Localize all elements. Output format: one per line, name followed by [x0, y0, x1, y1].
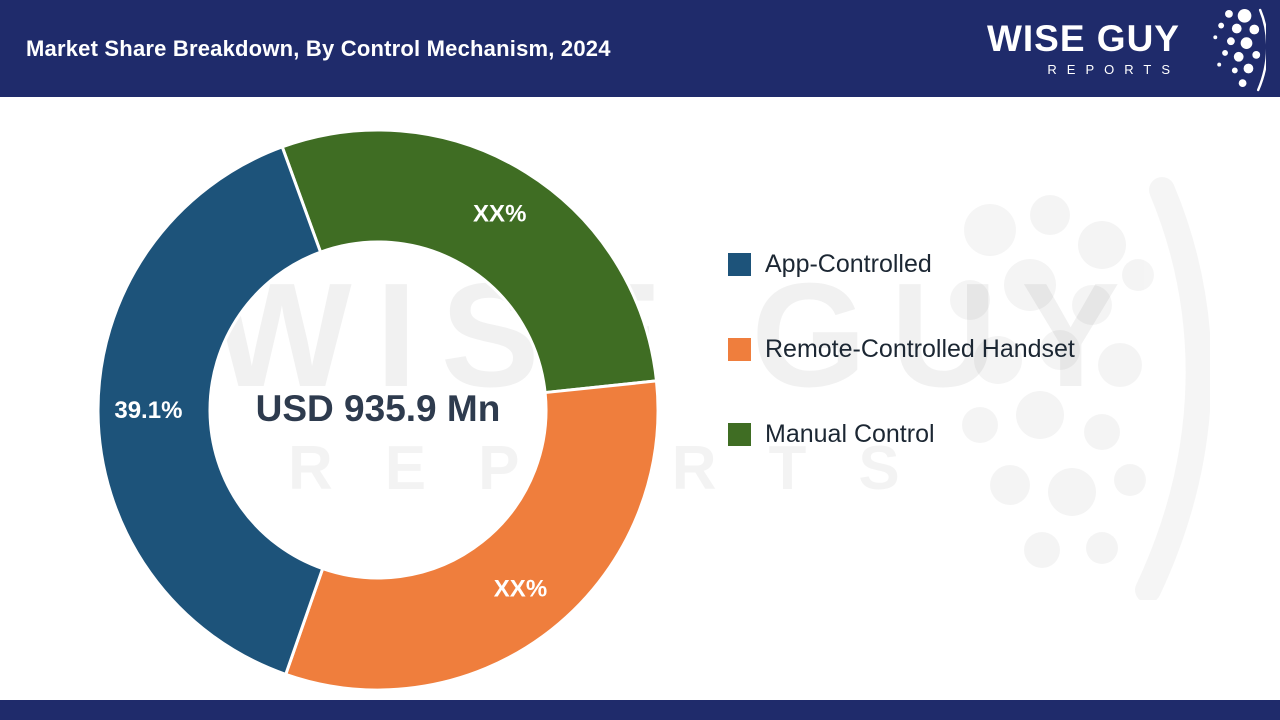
segment-value-label: XX%	[494, 575, 547, 602]
donut-chart: XX% XX% 39.1%	[96, 128, 660, 692]
legend-item-manual-control: Manual Control	[728, 420, 1075, 449]
legend-swatch	[728, 253, 751, 276]
brand-logo: WISE GUY REPORTS	[987, 4, 1266, 94]
donut-segment-remote-controlled-handset	[284, 379, 660, 692]
page-title: Market Share Breakdown, By Control Mecha…	[26, 35, 611, 61]
logo-reports-text: REPORTS	[1047, 62, 1180, 77]
logo-wordmark: WISE GUY REPORTS	[987, 20, 1180, 77]
legend-swatch	[728, 338, 751, 361]
legend-label: Remote-Controlled Handset	[765, 335, 1075, 363]
watermark-wiseguy-text: WISE GUY	[212, 253, 1145, 418]
legend-label: App-Controlled	[765, 250, 932, 278]
legend-swatch	[728, 423, 751, 446]
donut-segment-app-controlled	[96, 145, 325, 676]
segment-value-label: XX%	[473, 201, 526, 228]
logo-wiseguy-text: WISE GUY	[986, 18, 1180, 59]
header: Market Share Breakdown, By Control Mecha…	[0, 0, 1280, 97]
legend-label: Manual Control	[765, 420, 935, 448]
legend-item-app-controlled: App-Controlled	[728, 250, 1075, 279]
legend: App-Controlled Remote-Controlled Handset…	[728, 250, 1075, 449]
watermark-head-icon	[950, 177, 1210, 600]
segment-value-label: 39.1%	[114, 397, 182, 424]
center-value-label: USD 935.9 Mn	[255, 388, 501, 429]
legend-item-remote-controlled-handset: Remote-Controlled Handset	[728, 335, 1075, 364]
logo-head-dots-icon	[1213, 8, 1266, 91]
footer-bar	[0, 700, 1280, 720]
donut-segment-manual-control	[280, 128, 658, 395]
